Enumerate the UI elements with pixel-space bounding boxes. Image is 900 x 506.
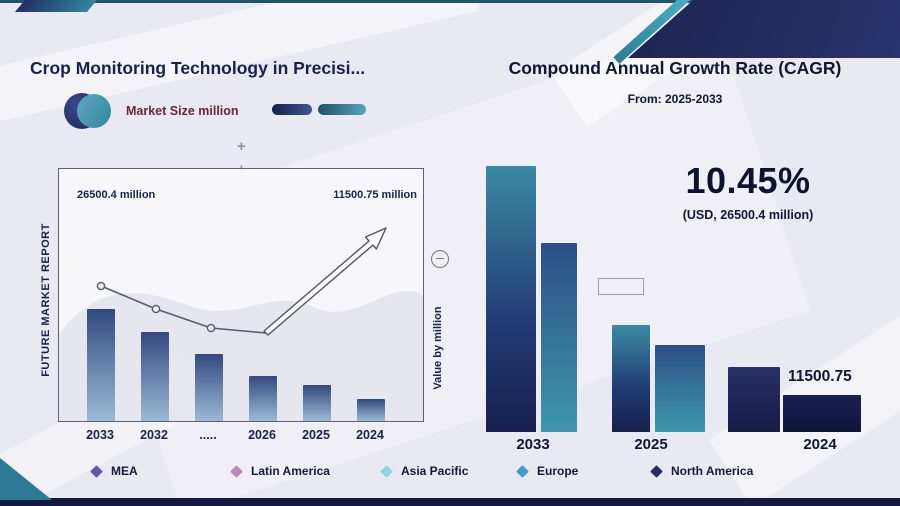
trend-line-arrow: [96, 227, 387, 336]
end-value-label: 11500.75: [788, 368, 852, 385]
legend-label: Latin America: [251, 464, 330, 478]
end-value-annotation: 11500.75 million: [333, 189, 417, 201]
diamond-icon: [90, 464, 103, 478]
bar-2033-secondary: [541, 243, 577, 432]
bar-2024-primary: [728, 367, 780, 432]
x-tick-label: .....: [199, 428, 217, 442]
diamond-icon: [230, 464, 243, 478]
left-chart-x-axis: 2033 2032 ..... 2026 2025 2024: [58, 428, 422, 444]
top-left-teal-accent: [14, 0, 98, 12]
bar-2024: [357, 399, 385, 421]
bottom-edge-strip: [0, 498, 900, 506]
legend-label: North America: [671, 464, 754, 478]
scale-pill-dark: [272, 104, 312, 115]
bar-2026: [249, 376, 277, 421]
plus-decor-icon: +: [237, 138, 246, 155]
region-legend: MEA Latin America Asia Pacific Europe No…: [0, 464, 900, 486]
legend-item-europe: Europe: [516, 464, 579, 478]
x-tick-label: 2032: [140, 428, 168, 442]
legend-item-asia-pacific: Asia Pacific: [380, 464, 469, 478]
diamond-icon: [650, 464, 663, 478]
scale-pill-teal: [318, 104, 366, 115]
decor-hollow-rect: [598, 278, 644, 295]
value-axis-label: Value by million: [432, 306, 444, 390]
legend-item-latin-america: Latin America: [230, 464, 330, 478]
x-tick-label: 2026: [248, 428, 276, 442]
market-size-sphere-icon: [64, 92, 112, 130]
bar-2025-secondary: [655, 345, 705, 432]
legend-label: MEA: [111, 464, 138, 478]
x-tick-label: 2033: [86, 428, 114, 442]
diamond-icon: [516, 464, 529, 478]
start-value-annotation: 26500.4 million: [77, 189, 156, 201]
bar-2033-primary: [486, 166, 536, 432]
x-tick-label: 2025: [634, 436, 668, 453]
market-size-label: Market Size million: [126, 104, 239, 118]
bar-intermediate-years: [195, 354, 223, 421]
bar-2025: [303, 385, 331, 421]
bar-2032: [141, 332, 169, 421]
x-tick-label: 2024: [356, 428, 384, 442]
left-chart-title: Crop Monitoring Technology in Precisi...: [30, 58, 366, 78]
x-tick-label: 2033: [516, 436, 550, 453]
future-market-report-label: FUTURE MARKET REPORT: [40, 223, 52, 377]
legend-item-mea: MEA: [90, 464, 138, 478]
minus-circle-icon: [431, 250, 449, 268]
market-size-bar-chart: 26500.4 million 11500.75 million: [58, 168, 424, 422]
diamond-icon: [380, 464, 393, 478]
x-tick-label: 2024: [803, 436, 837, 453]
bar-2033: [87, 309, 115, 421]
cagr-subtitle: From: 2025-2033: [627, 92, 723, 106]
legend-label: Europe: [537, 464, 579, 478]
cagr-title: Compound Annual Growth Rate (CAGR): [508, 58, 842, 78]
legend-label: Asia Pacific: [401, 464, 469, 478]
cagr-usd-note: (USD, 26500.4 million): [682, 208, 814, 222]
top-edge-strip: [0, 0, 900, 3]
cagr-bar-chart: 2033 2025 2024 11500.75: [460, 150, 890, 455]
market-size-legend: Market Size million: [64, 92, 239, 130]
legend-item-north-america: North America: [650, 464, 754, 478]
cagr-value-block: 10.45% (USD, 26500.4 million): [618, 160, 878, 222]
x-tick-label: 2025: [302, 428, 330, 442]
bar-2025-primary: [612, 325, 650, 432]
bar-2024-secondary: [783, 395, 861, 432]
cagr-percentage: 10.45%: [685, 160, 811, 201]
